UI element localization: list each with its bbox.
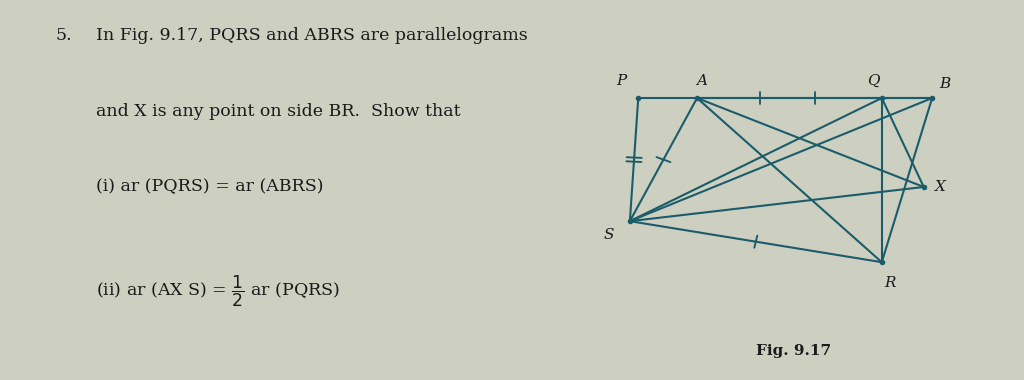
Text: X: X <box>935 180 946 194</box>
Text: and X is any point on side BR.  Show that: and X is any point on side BR. Show that <box>96 103 461 120</box>
Text: Fig. 9.17: Fig. 9.17 <box>756 344 831 358</box>
Text: P: P <box>616 74 627 88</box>
Text: 5.: 5. <box>55 27 72 44</box>
Text: In Fig. 9.17, PQRS and ABRS are parallelograms: In Fig. 9.17, PQRS and ABRS are parallel… <box>96 27 528 44</box>
Text: S: S <box>603 228 614 242</box>
Text: A: A <box>695 74 707 88</box>
Text: R: R <box>885 276 896 290</box>
Text: B: B <box>939 78 950 91</box>
Text: (i) ar (PQRS) = ar (ABRS): (i) ar (PQRS) = ar (ABRS) <box>96 179 324 196</box>
Text: (ii) ar (AX S) = $\dfrac{1}{2}$ ar (PQRS): (ii) ar (AX S) = $\dfrac{1}{2}$ ar (PQRS… <box>96 274 340 309</box>
Text: Q: Q <box>867 74 880 88</box>
